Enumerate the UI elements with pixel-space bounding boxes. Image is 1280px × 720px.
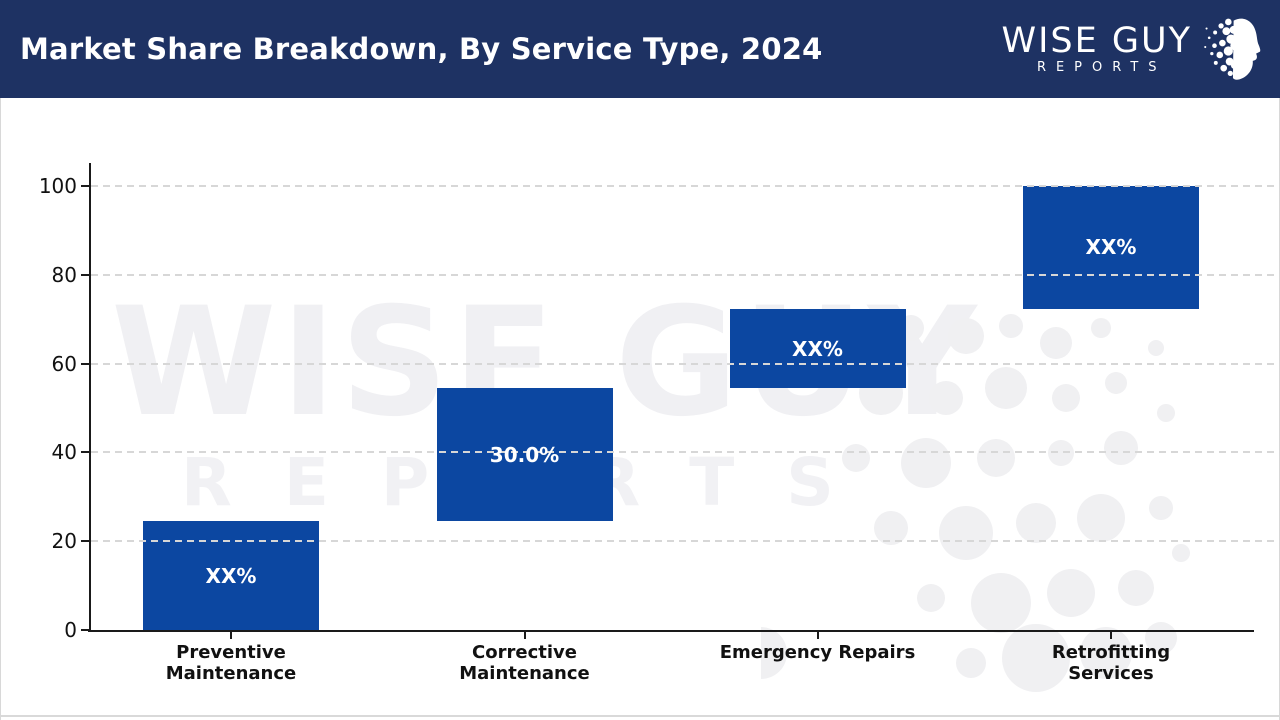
- x-category-label: Emergency Repairs: [698, 642, 938, 663]
- chart-canvas: WISE GUY REPORTS XX%30.0%XX%XX%020406080…: [0, 98, 1280, 720]
- y-tick-label: 20: [51, 529, 77, 554]
- x-category-label-line: Preventive: [176, 642, 286, 663]
- y-tick-label: 0: [64, 618, 77, 642]
- x-tick-mark: [1110, 632, 1112, 639]
- y-axis-line: [89, 163, 91, 632]
- bar-segment: [729, 308, 906, 389]
- y-tick-mark: [81, 185, 89, 187]
- dotted-face-icon: [1204, 18, 1261, 80]
- gridline: [91, 540, 1277, 543]
- y-tick-mark: [81, 629, 89, 631]
- gridline: [91, 451, 1277, 454]
- bar-segment: [1023, 186, 1199, 309]
- bar-segment: [143, 521, 319, 630]
- brand-logo-text: WISE GUY REPORTS: [1001, 20, 1192, 76]
- x-category-label: Preventive Maintenance: [111, 642, 351, 684]
- x-axis-line: [88, 630, 1254, 632]
- x-category-label: Retrofitting Services: [991, 642, 1231, 684]
- brand-name: WISE GUY: [1001, 20, 1192, 61]
- y-tick-mark: [81, 273, 89, 276]
- y-tick-label: 40: [51, 440, 77, 465]
- x-category-label-line: Retrofitting: [1051, 642, 1171, 663]
- page-title: Market Share Breakdown, By Service Type,…: [20, 32, 823, 66]
- y-tick-label: 100: [38, 174, 77, 198]
- header-bar: Market Share Breakdown, By Service Type,…: [0, 0, 1280, 98]
- x-category-label-line: Corrective: [472, 642, 577, 663]
- brand-logo: WISE GUY REPORTS: [1001, 11, 1262, 87]
- gridline: [91, 185, 1277, 187]
- gridline: [91, 362, 1277, 365]
- bar-value-label: 30.0%: [489, 442, 560, 467]
- x-category-label: Corrective Maintenance: [405, 642, 645, 684]
- x-tick-mark: [230, 632, 232, 639]
- bar-segment: [436, 388, 613, 522]
- x-tick-mark: [523, 632, 526, 639]
- y-tick-mark: [81, 540, 89, 543]
- x-tick-mark: [816, 632, 819, 639]
- bar-value-label: XX%: [1085, 235, 1137, 260]
- x-category-label-line: Maintenance: [459, 663, 590, 684]
- y-tick-label: 80: [51, 262, 77, 287]
- y-tick-mark: [81, 362, 89, 365]
- x-category-label-line: Maintenance: [165, 663, 297, 684]
- x-category-label-line: Emergency Repairs: [719, 642, 916, 663]
- bar-value-label: XX%: [205, 563, 257, 588]
- bottom-frame-line: [1, 715, 1279, 717]
- bar-value-label: XX%: [792, 336, 843, 361]
- y-tick-mark: [81, 451, 89, 454]
- brand-subname: REPORTS: [1036, 60, 1167, 76]
- x-category-label-line: Services: [1068, 663, 1154, 684]
- y-tick-label: 60: [51, 351, 77, 376]
- gridline: [91, 273, 1277, 276]
